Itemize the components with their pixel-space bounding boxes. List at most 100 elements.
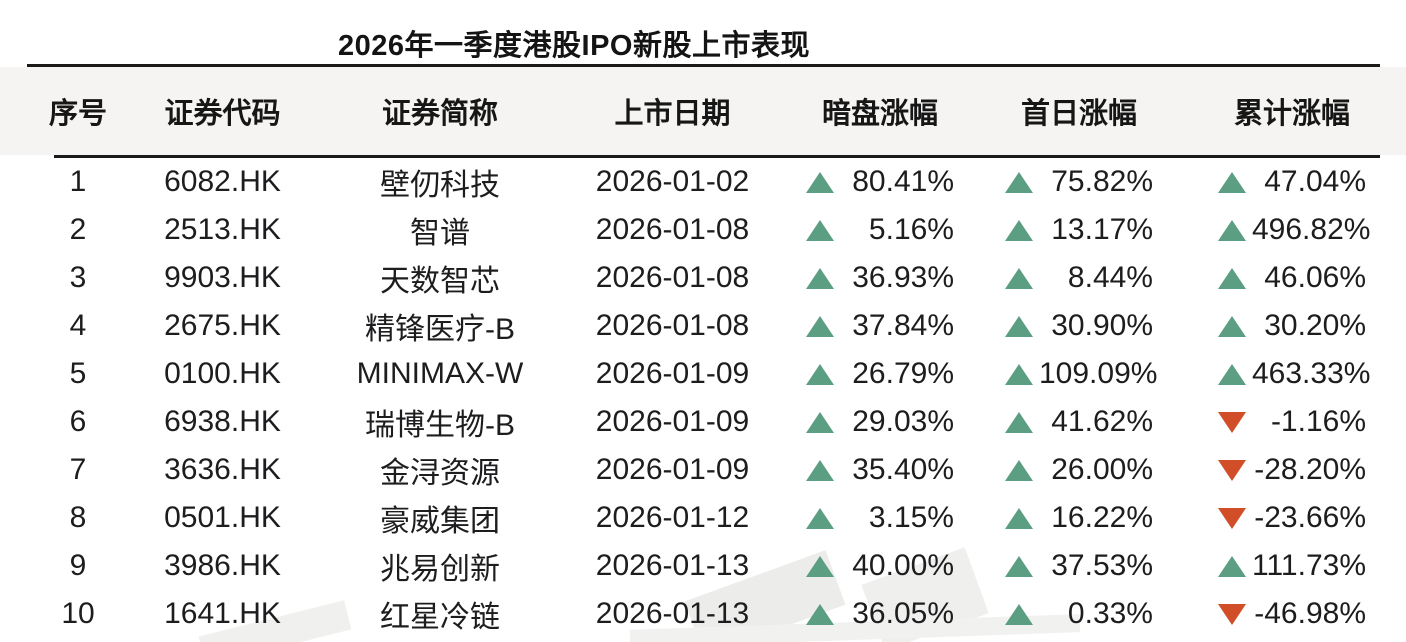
up-triangle-icon <box>806 363 834 385</box>
column-header-first-day-change: 首日涨幅 <box>1020 98 1137 130</box>
up-triangle-icon <box>806 315 834 337</box>
change-value: 36.05% <box>852 597 954 630</box>
up-triangle-icon <box>1218 267 1246 289</box>
table-header-row: 序号 证券代码 证券简称 上市日期 暗盘涨幅 首日涨幅 累计涨幅 <box>0 67 1406 155</box>
table-row: 6 6938.HK 瑞博生物-B 2026-01-09 29.03% 41.62% -1.1… <box>0 398 1406 446</box>
cumulative-change-cell: 111.73% <box>1178 549 1406 583</box>
change-value: 80.41% <box>852 165 954 198</box>
row-number: 2 <box>69 213 87 246</box>
dark-pool-change-cell: 80.41% <box>780 165 980 199</box>
change-value: 46.06% <box>1264 261 1366 294</box>
table-body: 1 6082.HK 壁仞科技 2026-01-02 80.41% 75.82% 47.04%… <box>0 158 1406 638</box>
up-triangle-icon <box>806 219 834 241</box>
change-value: 36.93% <box>852 261 954 294</box>
cumulative-change-cell: -46.98% <box>1178 597 1406 631</box>
column-header-security-name: 证券简称 <box>381 98 498 130</box>
security-name: 壁仞科技 <box>380 169 500 202</box>
table-row: 2 2513.HK 智谱 2026-01-08 5.16% 13.17% 496.82% <box>0 206 1406 254</box>
column-header-security-code: 证券代码 <box>164 98 281 130</box>
change-value: 40.00% <box>852 549 954 582</box>
row-number: 7 <box>69 453 87 486</box>
change-value: 13.17% <box>1051 213 1153 246</box>
listing-date: 2026-01-08 <box>595 213 750 246</box>
change-value: 41.62% <box>1051 405 1153 438</box>
security-code: 2675.HK <box>164 309 281 342</box>
listing-date: 2026-01-13 <box>595 549 750 582</box>
security-name: 智谱 <box>410 217 470 250</box>
security-name: 天数智芯 <box>380 265 500 298</box>
security-code: 6082.HK <box>164 165 281 198</box>
security-code: 0100.HK <box>164 357 281 390</box>
up-triangle-icon <box>1005 363 1033 385</box>
first-day-change-cell: 30.90% <box>980 309 1178 343</box>
change-value: 16.22% <box>1051 501 1153 534</box>
row-number: 6 <box>69 405 87 438</box>
first-day-change-cell: 75.82% <box>980 165 1178 199</box>
up-triangle-icon <box>1005 315 1033 337</box>
table-row: 5 0100.HK MINIMAX-W 2026-01-09 26.79% 109.09%… <box>0 350 1406 398</box>
up-triangle-icon <box>806 411 834 433</box>
up-triangle-icon <box>1218 315 1246 337</box>
listing-date: 2026-01-09 <box>595 405 750 438</box>
table-row: 8 0501.HK 豪威集团 2026-01-12 3.15% 16.22% -23.66% <box>0 494 1406 542</box>
cumulative-change-cell: 46.06% <box>1178 261 1406 295</box>
dark-pool-change-cell: 29.03% <box>780 405 980 439</box>
first-day-change-cell: 41.62% <box>980 405 1178 439</box>
change-value: 8.44% <box>1067 261 1153 294</box>
row-number: 1 <box>69 165 87 198</box>
listing-date: 2026-01-08 <box>595 261 750 294</box>
change-value: 0.33% <box>1067 597 1153 630</box>
table-row: 10 1641.HK 红星冷链 2026-01-13 36.05% 0.33% -46.98… <box>0 590 1406 638</box>
change-value: -23.66% <box>1254 501 1366 534</box>
change-value: 30.20% <box>1264 309 1366 342</box>
change-value: 5.16% <box>868 213 954 246</box>
cumulative-change-cell: -23.66% <box>1178 501 1406 535</box>
listing-date: 2026-01-13 <box>595 597 750 630</box>
change-value: -46.98% <box>1254 597 1366 630</box>
dark-pool-change-cell: 5.16% <box>780 213 980 247</box>
security-name: MINIMAX-W <box>356 357 524 390</box>
title-divider <box>27 64 1380 67</box>
up-triangle-icon <box>1005 507 1033 529</box>
up-triangle-icon <box>1005 171 1033 193</box>
up-triangle-icon <box>1005 603 1033 625</box>
change-value: 37.53% <box>1051 549 1153 582</box>
up-triangle-icon <box>806 507 834 529</box>
page-title: 2026年一季度港股IPO新股上市表现 <box>338 30 810 62</box>
down-triangle-icon <box>1218 411 1246 433</box>
security-code: 9903.HK <box>164 261 281 294</box>
up-triangle-icon <box>806 555 834 577</box>
up-triangle-icon <box>1005 555 1033 577</box>
security-code: 3986.HK <box>164 549 281 582</box>
column-header-dark-pool-change: 暗盘涨幅 <box>821 98 938 130</box>
first-day-change-cell: 37.53% <box>980 549 1178 583</box>
cumulative-change-cell: 30.20% <box>1178 309 1406 343</box>
security-code: 2513.HK <box>164 213 281 246</box>
change-value: 26.00% <box>1051 453 1153 486</box>
up-triangle-icon <box>1005 459 1033 481</box>
down-triangle-icon <box>1218 603 1246 625</box>
table-row: 3 9903.HK 天数智芯 2026-01-08 36.93% 8.44% 46.06% <box>0 254 1406 302</box>
first-day-change-cell: 8.44% <box>980 261 1178 295</box>
security-code: 6938.HK <box>164 405 281 438</box>
security-name: 精锋医疗-B <box>365 313 515 346</box>
change-value: 109.09% <box>1039 357 1158 390</box>
cumulative-change-cell: 463.33% <box>1178 357 1406 391</box>
listing-date: 2026-01-08 <box>595 309 750 342</box>
security-code: 1641.HK <box>164 597 281 630</box>
up-triangle-icon <box>806 171 834 193</box>
dark-pool-change-cell: 35.40% <box>780 453 980 487</box>
change-value: 496.82% <box>1252 213 1371 246</box>
row-number: 8 <box>69 501 87 534</box>
row-number: 3 <box>69 261 87 294</box>
cumulative-change-cell: -1.16% <box>1178 405 1406 439</box>
listing-date: 2026-01-12 <box>595 501 750 534</box>
row-number: 4 <box>69 309 87 342</box>
dark-pool-change-cell: 26.79% <box>780 357 980 391</box>
dark-pool-change-cell: 37.84% <box>780 309 980 343</box>
change-value: 30.90% <box>1051 309 1153 342</box>
up-triangle-icon <box>806 459 834 481</box>
up-triangle-icon <box>1005 219 1033 241</box>
dark-pool-change-cell: 36.05% <box>780 597 980 631</box>
security-name: 豪威集团 <box>380 505 500 538</box>
